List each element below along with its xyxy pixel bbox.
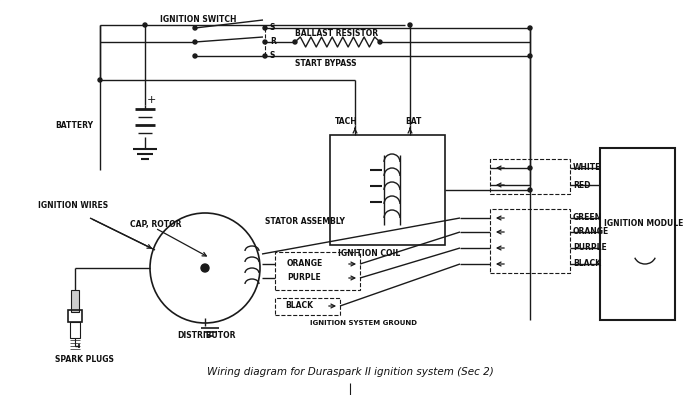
Circle shape [263, 40, 267, 44]
Text: STATOR ASSEMBLY: STATOR ASSEMBLY [265, 218, 345, 226]
Text: S: S [270, 23, 275, 32]
Circle shape [528, 26, 532, 30]
Text: DISTRIBUTOR: DISTRIBUTOR [177, 331, 235, 339]
Text: IGNITION COIL: IGNITION COIL [338, 248, 400, 258]
Circle shape [98, 78, 102, 82]
Circle shape [528, 188, 532, 192]
Circle shape [408, 23, 412, 27]
Bar [71, 290, 79, 312]
Text: Wiring diagram for Duraspark II ignition system (Sec 2): Wiring diagram for Duraspark II ignition… [206, 367, 494, 377]
Text: S: S [270, 51, 275, 60]
Text: CAP, ROTOR: CAP, ROTOR [130, 220, 181, 229]
Text: ORANGE: ORANGE [287, 260, 323, 269]
Bar [330, 135, 445, 245]
Text: BAT: BAT [405, 117, 421, 126]
Circle shape [528, 54, 532, 58]
Text: RED: RED [573, 181, 591, 190]
Text: TACH: TACH [335, 117, 358, 126]
Text: BATTERY: BATTERY [55, 120, 93, 130]
Text: IGNITION SYSTEM GROUND: IGNITION SYSTEM GROUND [310, 320, 417, 326]
Text: START BYPASS: START BYPASS [295, 60, 356, 68]
Text: GREEN: GREEN [573, 214, 602, 222]
Circle shape [263, 26, 267, 30]
Text: PURPLE: PURPLE [287, 273, 321, 282]
Text: BLACK: BLACK [285, 301, 313, 310]
Text: IGNITION MODULE: IGNITION MODULE [604, 220, 683, 228]
Text: IGNITION WIRES: IGNITION WIRES [38, 201, 108, 209]
Text: BLACK: BLACK [573, 260, 601, 269]
Circle shape [378, 40, 382, 44]
Text: WHITE: WHITE [573, 164, 601, 173]
Text: +: + [147, 95, 156, 105]
Bar [600, 148, 675, 320]
Text: R: R [270, 38, 276, 47]
Circle shape [201, 264, 209, 272]
Circle shape [293, 40, 297, 44]
Bar [70, 322, 80, 338]
Bar [68, 310, 82, 322]
Text: BALLAST RESISTOR: BALLAST RESISTOR [295, 30, 378, 38]
Circle shape [143, 23, 147, 27]
Circle shape [528, 166, 532, 170]
Circle shape [263, 54, 267, 58]
Circle shape [193, 26, 197, 30]
Text: PURPLE: PURPLE [573, 243, 607, 252]
Circle shape [193, 54, 197, 58]
Text: IGNITION SWITCH: IGNITION SWITCH [160, 15, 237, 24]
Circle shape [193, 40, 197, 44]
Text: SPARK PLUGS: SPARK PLUGS [55, 356, 114, 365]
Text: ORANGE: ORANGE [573, 228, 609, 237]
